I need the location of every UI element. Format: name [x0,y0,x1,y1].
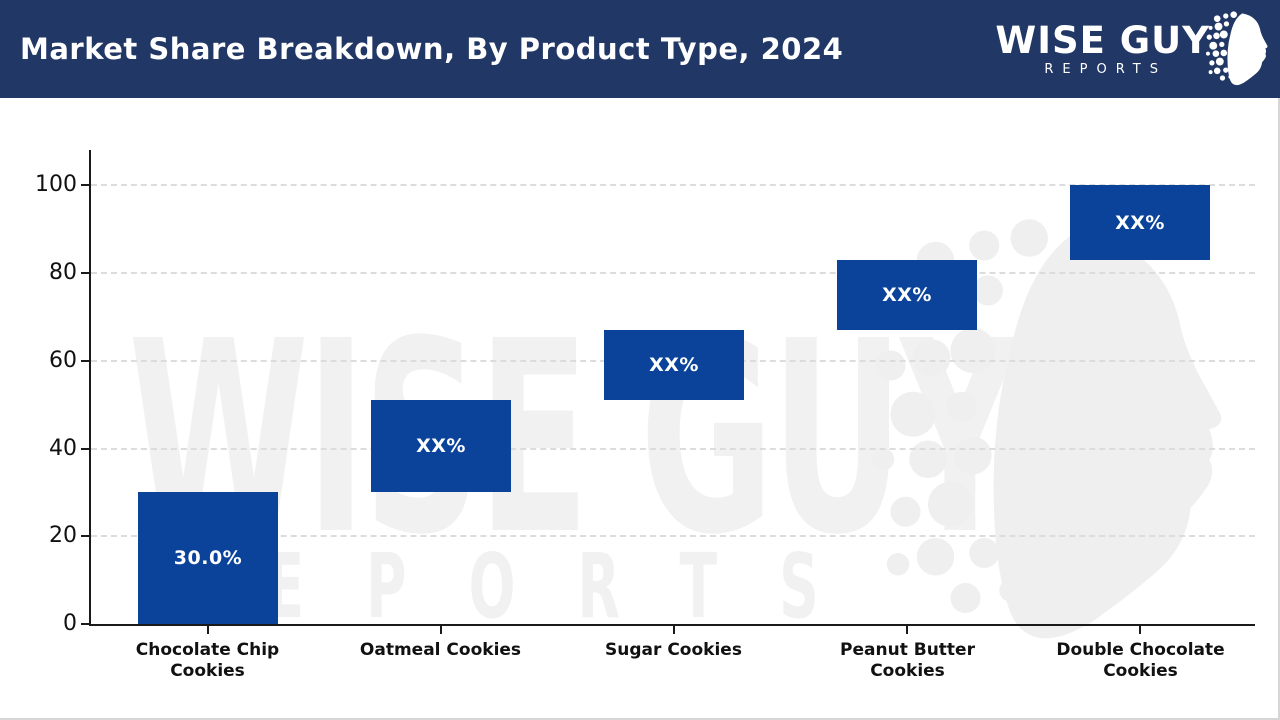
bar-value-label: XX% [649,354,699,376]
x-axis-tick [906,626,908,634]
y-axis-tick [81,535,89,538]
y-axis-tick [81,184,89,187]
y-axis-tick [81,272,89,275]
y-axis-tick [81,359,89,362]
chart-canvas: WISE GUY REPORTS 0 20 40 60 80 100 30.0% Chocol… [0,98,1280,718]
x-axis-tick [673,626,675,634]
gridline [91,535,1255,538]
gridline [91,272,1255,275]
bar: XX% [837,260,977,330]
page-title: Market Share Breakdown, By Product Type,… [20,32,844,66]
x-axis-category-label: Chocolate Chip Cookies [135,640,280,682]
y-axis-tick-label: 20 [49,523,77,549]
y-axis-tick-label: 60 [49,347,77,373]
y-axis-tick [81,447,89,450]
head-profile-dots-icon [1205,11,1268,86]
y-axis-tick-label: 40 [49,435,77,461]
y-axis-tick [81,623,89,625]
y-axis-tick-label: 100 [35,172,77,198]
x-axis-category-label: Oatmeal Cookies [359,640,522,660]
x-axis-tick [1139,626,1141,634]
bar-value-label: XX% [1115,211,1165,234]
x-axis-tick [207,626,209,634]
logo-brand-name: WISE GUY [995,18,1210,62]
logo-brand-subtitle: REPORTS [1044,62,1167,78]
bar-value-label: 30.0% [173,547,243,569]
gridline [91,447,1255,450]
bar: XX% [371,400,511,492]
plot-area: 0 20 40 60 80 100 30.0% Chocolate Chip Cookies X… [35,150,1255,681]
bar-value-label: XX% [416,435,466,457]
x-axis-category-label: Sugar Cookies [605,640,742,660]
gridline [91,184,1255,187]
y-axis-tick-label: 0 [63,611,77,636]
x-axis-tick [440,626,442,634]
wise-guy-reports-logo: WISE GUY REPORTS [995,6,1270,92]
logo-text: WISE GUY REPORTS [995,18,1210,78]
x-axis-category-label: Double Chocolate Cookies [1056,640,1225,682]
header-banner: Market Share Breakdown, By Product Type,… [0,0,1280,98]
bar: XX% [604,330,744,400]
x-axis-category-label: Peanut Butter Cookies [840,640,975,682]
y-axis-tick-label: 80 [49,260,77,286]
bar: 30.0% [138,492,278,624]
bar: XX% [1070,185,1210,260]
bar-value-label: XX% [882,284,932,306]
